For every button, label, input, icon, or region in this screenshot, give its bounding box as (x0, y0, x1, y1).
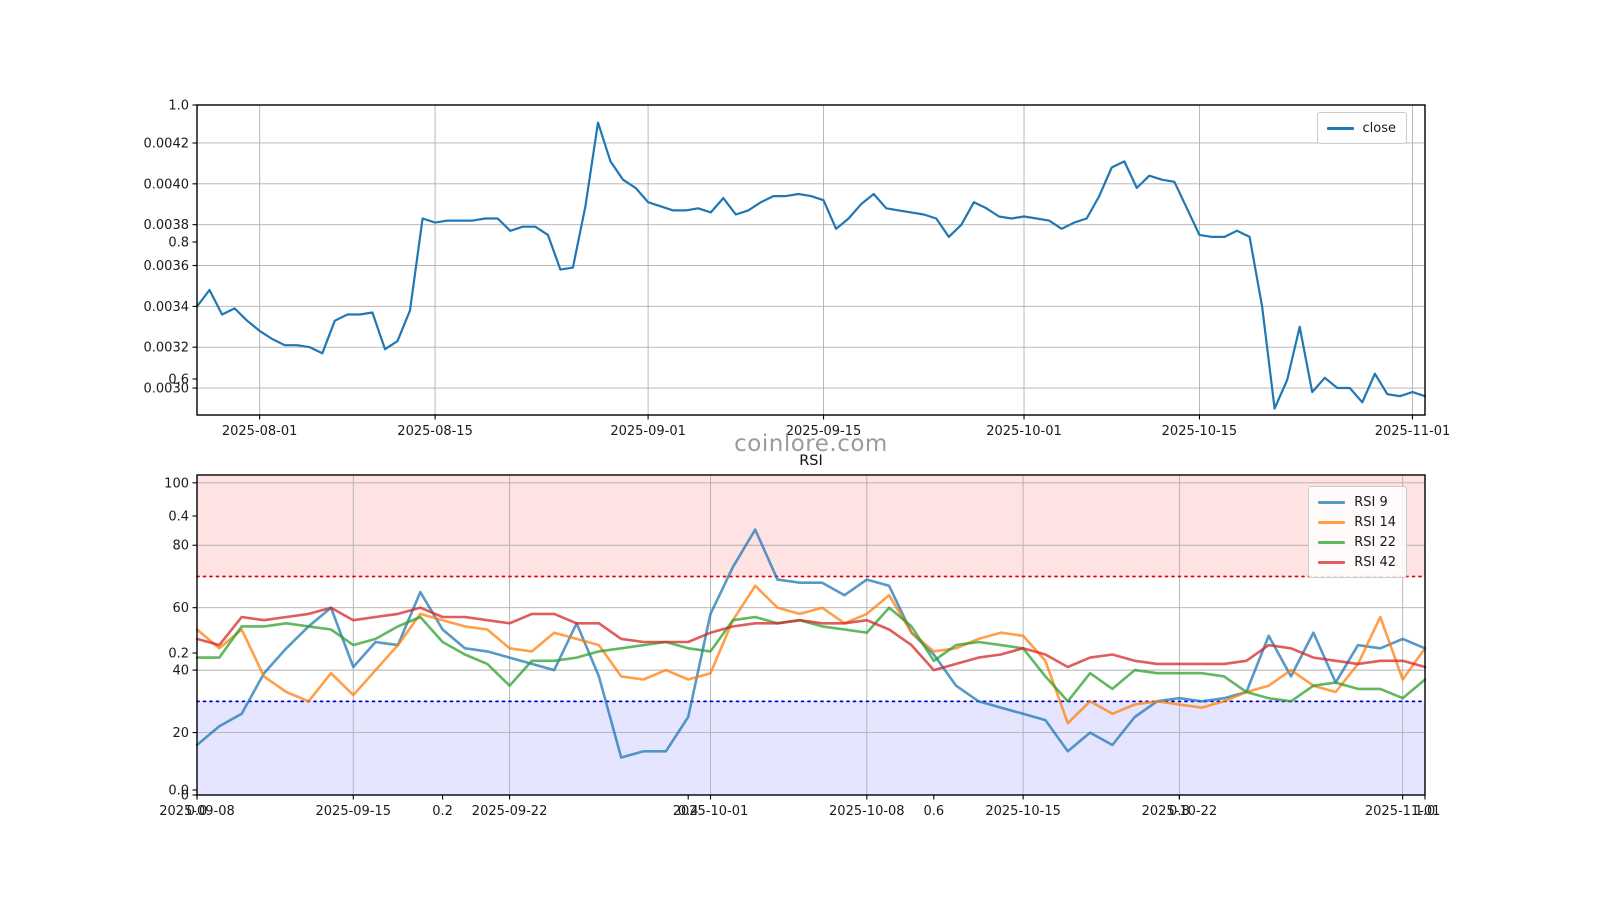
legend-label: RSI 9 (1354, 494, 1388, 510)
overlay-y-tick-label: 0.6 (168, 373, 189, 388)
legend-line-swatch (1326, 126, 1354, 130)
rsi-x-tick-label: 2025-10-08 (829, 804, 905, 819)
overlay-y-tick-label: 0.4 (168, 510, 189, 525)
legend-line-swatch (1318, 520, 1346, 524)
overlay-y-tick-label: 0.0 (168, 784, 189, 799)
overbought-band (197, 475, 1425, 577)
rsi-y-tick-label: 60 (172, 601, 189, 616)
rsi-y-tick-label: 100 (164, 476, 189, 491)
overlay-y-tick-label: 0.2 (168, 647, 189, 662)
price-x-tick-label: 2025-08-01 (222, 424, 298, 439)
price-y-tick-label: 0.0032 (144, 341, 190, 356)
overlay-x-tick-label: 0.4 (678, 804, 699, 819)
legend-line-swatch (1318, 500, 1346, 504)
price-x-tick-label: 2025-10-15 (1162, 424, 1238, 439)
overlay-y-tick-label: 1.0 (168, 99, 189, 114)
legend-item: RSI 9 (1318, 492, 1396, 512)
price-y-tick-label: 0.0036 (144, 259, 190, 274)
rsi-42-line (195, 606, 1427, 672)
overlay-x-tick-label: 0.0 (187, 804, 208, 819)
rsi-x-tick-label: 2025-10-01 (673, 804, 749, 819)
price-y-tick-label: 0.0034 (144, 300, 190, 315)
rsi-22-line (195, 606, 1427, 703)
legend-label: RSI 42 (1354, 554, 1396, 570)
price-plot-border (196, 104, 1426, 416)
overlay-x-tick-label: 0.6 (923, 804, 944, 819)
rsi-14-line (195, 584, 1427, 725)
overlay-x-tick-label: 0.8 (1169, 804, 1190, 819)
rsi-chart-title: RSI (799, 453, 823, 469)
rsi-9-line (195, 528, 1427, 759)
rsi-y-tick-label: 0 (181, 789, 189, 804)
overlay-x-tick-label: 1.0 (1415, 804, 1436, 819)
legend-label: close (1362, 120, 1396, 136)
price-x-tick-label: 2025-08-15 (397, 424, 473, 439)
legend-line-swatch (1318, 560, 1346, 564)
rsi-x-tick-label: 2025-09-22 (472, 804, 548, 819)
close-line (195, 121, 1427, 410)
price-y-tick-label: 0.0040 (144, 177, 190, 192)
legend-item: close (1326, 118, 1396, 138)
rsi-y-tick-label: 20 (172, 726, 189, 741)
rsi-x-tick-label: 2025-09-08 (159, 804, 235, 819)
rsi-x-tick-label: 2025-09-15 (316, 804, 392, 819)
rsi-x-tick-label: 2025-11-01 (1365, 804, 1441, 819)
legend-item: RSI 14 (1318, 512, 1396, 532)
rsi-legend: RSI 9 RSI 14 RSI 22 RSI 42 (1308, 486, 1407, 578)
rsi-y-tick-label: 40 (172, 664, 189, 679)
price-y-tick-label: 0.0038 (144, 218, 190, 233)
rsi-y-tick-label: 80 (172, 539, 189, 554)
rsi-x-tick-label: 2025-10-15 (985, 804, 1061, 819)
legend-item: RSI 22 (1318, 532, 1396, 552)
rsi-plot-border (196, 474, 1426, 796)
price-x-tick-label: 2025-11-01 (1375, 424, 1451, 439)
legend-label: RSI 14 (1354, 514, 1396, 530)
legend-line-swatch (1318, 540, 1346, 544)
price-legend: close (1316, 112, 1407, 144)
legend-label: RSI 22 (1354, 534, 1396, 550)
price-y-tick-label: 0.0030 (144, 382, 190, 397)
legend-item: RSI 42 (1318, 552, 1396, 572)
rsi-x-tick-label: 2025-10-22 (1142, 804, 1218, 819)
overlay-y-tick-label: 0.8 (168, 236, 189, 251)
watermark: coinlore.com (734, 431, 888, 457)
oversold-band (197, 701, 1425, 795)
price-y-tick-label: 0.0042 (144, 136, 190, 151)
overlay-x-tick-label: 0.2 (432, 804, 453, 819)
price-x-tick-label: 2025-09-15 (786, 424, 862, 439)
price-x-tick-label: 2025-09-01 (610, 424, 686, 439)
price-x-tick-label: 2025-10-01 (986, 424, 1062, 439)
